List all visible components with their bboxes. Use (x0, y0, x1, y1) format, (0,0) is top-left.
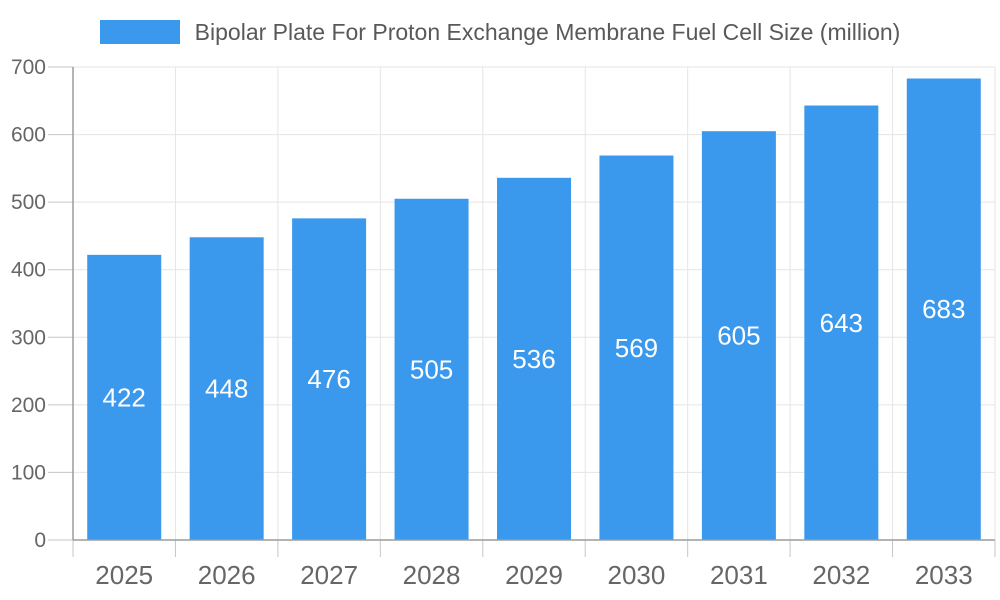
bar-value-label: 683 (922, 294, 965, 324)
legend-label: Bipolar Plate For Proton Exchange Membra… (194, 18, 901, 45)
y-axis-label: 500 (11, 191, 46, 214)
bar-value-label: 448 (205, 374, 248, 404)
y-axis-label: 0 (34, 529, 46, 552)
bar-2028[interactable] (394, 198, 469, 540)
y-axis-label: 200 (11, 394, 46, 417)
bar-2026[interactable] (189, 237, 264, 540)
x-axis-label: 2033 (915, 560, 973, 590)
bar-2030[interactable] (599, 155, 674, 541)
bar-2031[interactable] (701, 131, 776, 540)
bar-value-label: 643 (820, 308, 863, 338)
bar-value-label: 605 (717, 321, 760, 351)
bar-value-label: 569 (615, 333, 658, 363)
bar-2025[interactable] (87, 254, 162, 540)
x-axis-label: 2030 (608, 560, 666, 590)
y-axis-label: 300 (11, 326, 46, 349)
y-axis-label: 400 (11, 259, 46, 282)
x-axis-label: 2026 (198, 560, 256, 590)
x-axis-label: 2028 (403, 560, 461, 590)
x-axis-label: 2027 (300, 560, 358, 590)
x-axis-label: 2031 (710, 560, 768, 590)
x-axis-label: 2029 (505, 560, 563, 590)
bar-2027[interactable] (292, 218, 367, 541)
bar-value-label: 476 (307, 364, 350, 394)
legend-item[interactable]: Bipolar Plate For Proton Exchange Membra… (99, 18, 901, 46)
bar-2029[interactable] (497, 177, 571, 540)
bar-2032[interactable] (804, 105, 879, 540)
x-axis-label: 2025 (95, 560, 153, 590)
bar-value-label: 536 (512, 344, 555, 374)
bar-value-label: 422 (103, 382, 146, 412)
bar-value-label: 505 (410, 354, 453, 384)
x-axis-label: 2032 (812, 560, 870, 590)
y-axis-label: 700 (11, 56, 46, 79)
bar-2033[interactable] (906, 78, 981, 540)
y-axis-label: 600 (11, 124, 46, 147)
legend-swatch-icon (99, 20, 180, 44)
legend: Bipolar Plate For Proton Exchange Membra… (0, 16, 1000, 48)
y-axis-label: 100 (11, 461, 46, 484)
